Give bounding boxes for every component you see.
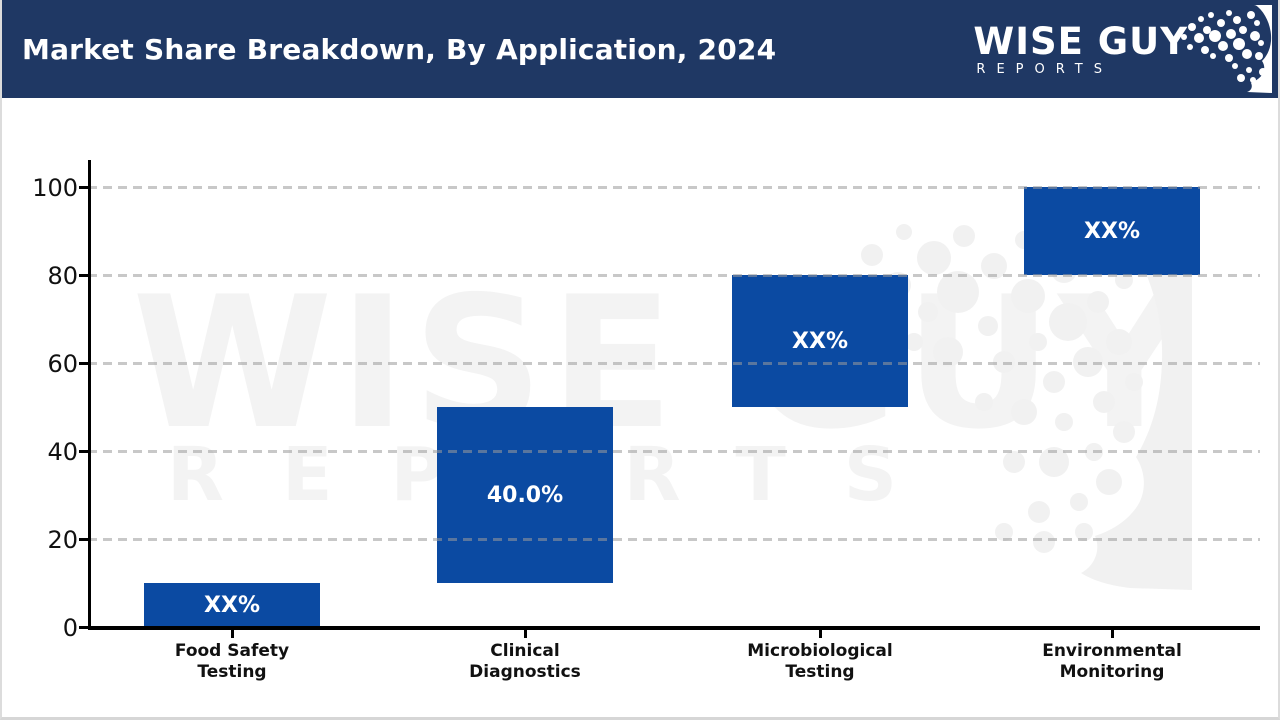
y-tick-label: 80 — [47, 262, 78, 290]
y-tick-label: 0 — [62, 614, 78, 642]
x-category-label: Clinical Diagnostics — [469, 641, 581, 683]
gridline-20 — [88, 538, 1260, 541]
page-title: Market Share Breakdown, By Application, … — [22, 32, 777, 66]
x-tick-mark — [819, 630, 822, 638]
x-category-label: Microbiological Testing — [747, 641, 893, 683]
x-category-label: Food Safety Testing — [174, 641, 290, 683]
gridline-80 — [88, 274, 1260, 277]
bar-1: XX% — [144, 583, 320, 627]
logo-wordmark: WISE GUY — [973, 19, 1188, 63]
header-bar: Market Share Breakdown, By Application, … — [2, 0, 1278, 98]
x-tick-mark — [524, 630, 527, 638]
bar-4: XX% — [1024, 187, 1200, 275]
bar-value-label: 40.0% — [486, 482, 564, 508]
gridline-60 — [88, 362, 1260, 365]
y-axis-spine — [88, 160, 91, 630]
bar-3: XX% — [732, 275, 908, 407]
y-tick-mark — [79, 450, 88, 453]
x-tick-mark — [1111, 630, 1114, 638]
chart-area: 0 20 40 60 80 100 XX% 40.0% XX% XX% Food Safety … — [2, 98, 1278, 717]
y-tick-label: 20 — [47, 526, 78, 554]
y-tick-mark — [79, 274, 88, 277]
brand-logo: WISE GUY REPORTS — [973, 4, 1272, 94]
gridline-40 — [88, 450, 1260, 453]
brand-logo-text: WISE GUY REPORTS — [973, 23, 1188, 76]
y-tick-mark — [79, 626, 88, 629]
logo-head-icon — [1181, 5, 1272, 93]
y-tick-label: 40 — [47, 438, 78, 466]
y-tick-label: 60 — [47, 350, 78, 378]
y-tick-mark — [79, 362, 88, 365]
watermark-dots-icon — [861, 210, 1192, 590]
y-tick-mark — [79, 538, 88, 541]
logo-subtext: REPORTS — [976, 61, 1114, 77]
x-category-label: Environmental Monitoring — [1042, 641, 1182, 683]
gridline-100 — [88, 186, 1260, 189]
bar-value-label: XX% — [204, 592, 260, 618]
y-tick-label: 100 — [32, 174, 78, 202]
bar-value-label: XX% — [792, 328, 848, 354]
bar-2: 40.0% — [437, 407, 613, 583]
x-tick-mark — [231, 630, 234, 638]
bar-value-label: XX% — [1084, 218, 1140, 244]
y-tick-mark — [79, 186, 88, 189]
x-axis-line — [88, 626, 1260, 630]
